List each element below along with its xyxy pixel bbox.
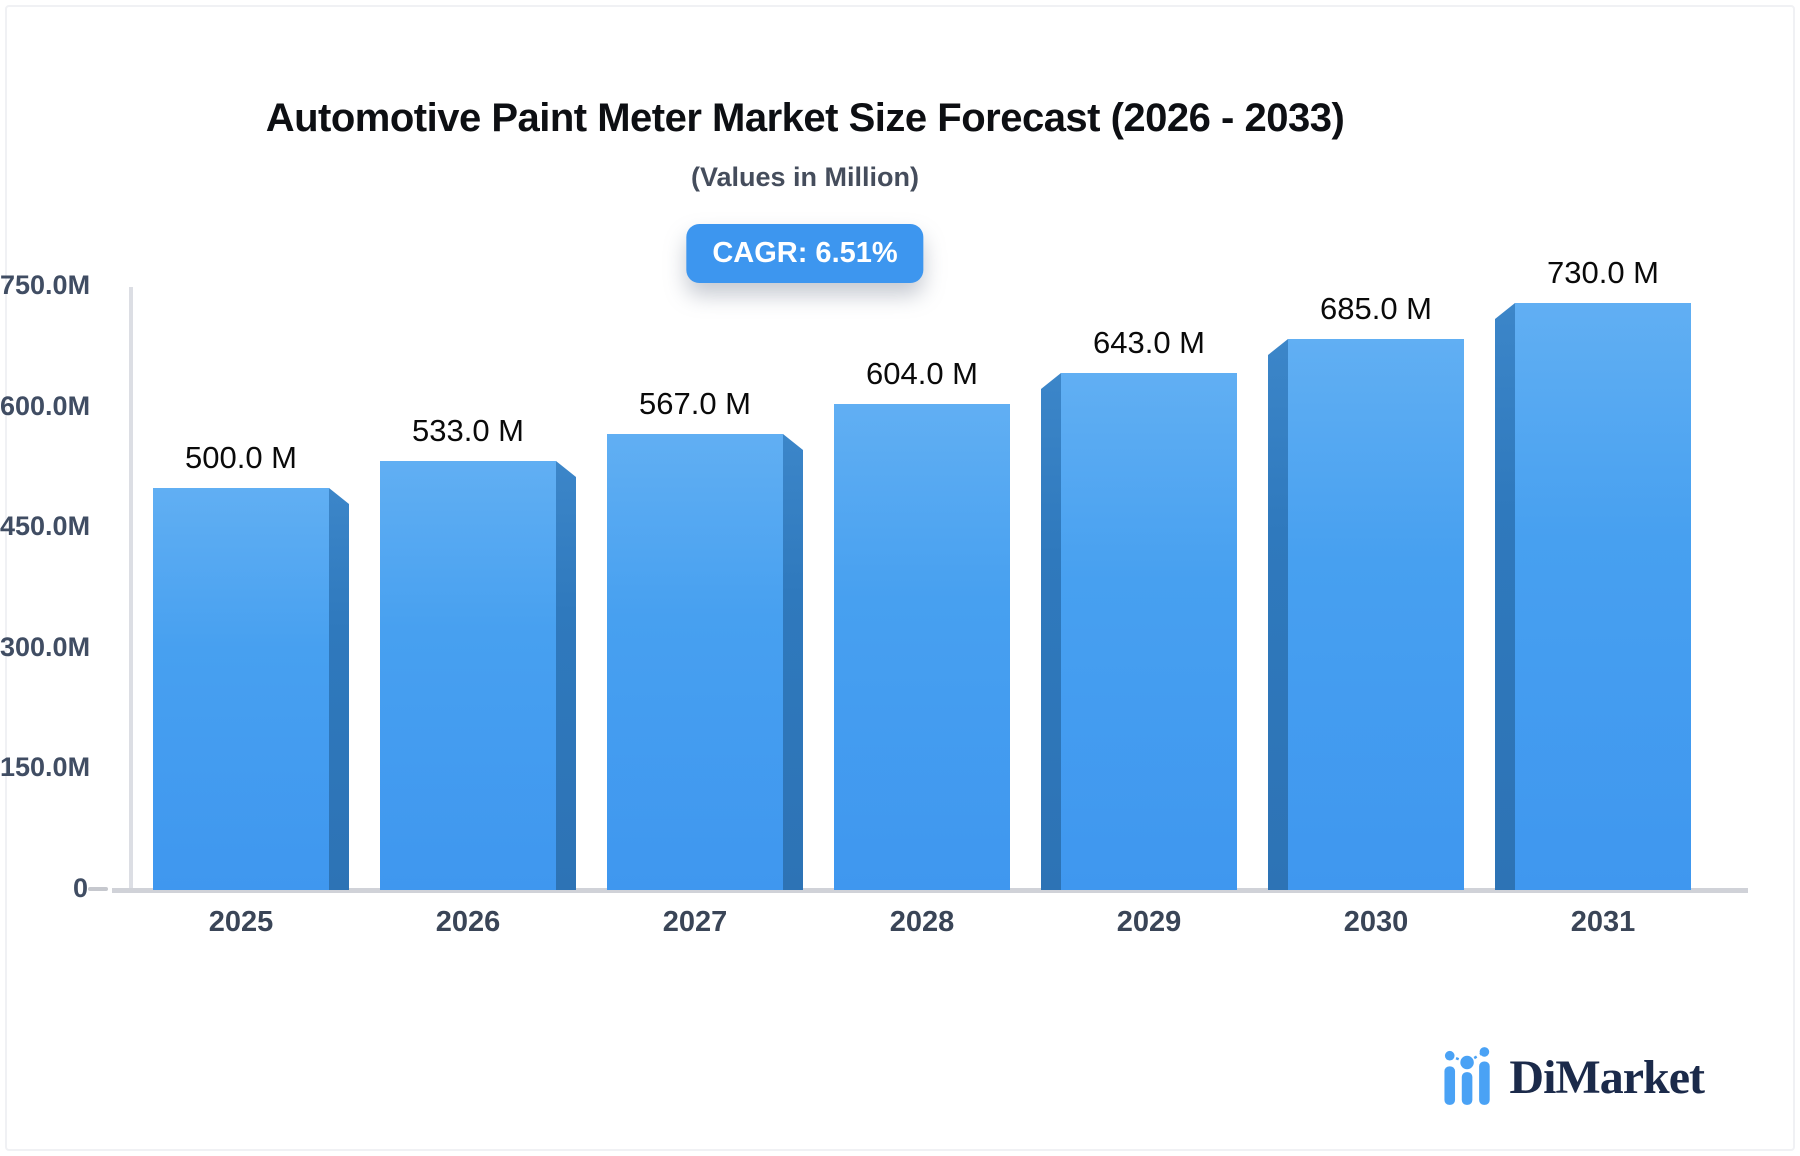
zero-tick-mark [88, 887, 108, 891]
brand-name: DiMarket [1509, 1051, 1705, 1104]
y-axis-line [129, 287, 133, 890]
bar-value-label: 685.0 M [1319, 291, 1432, 326]
bar-value-label: 643.0 M [1092, 325, 1205, 360]
bar-front-face [1061, 373, 1237, 890]
x-tick-label: 2027 [662, 906, 728, 938]
chart-title: Automotive Paint Meter Market Size Forec… [265, 96, 1345, 140]
brand-logo: DiMarket [1443, 1044, 1705, 1106]
x-tick-label: 2026 [435, 906, 501, 938]
bar-front-face [380, 461, 556, 890]
bar-front-face [607, 434, 783, 890]
x-tick-label: 2030 [1343, 906, 1409, 938]
bar-front-face [1515, 303, 1691, 890]
x-tick-label: 2025 [208, 906, 274, 938]
bar-side-face [1268, 339, 1288, 890]
bar-side-face [783, 434, 803, 890]
bar-value-label: 604.0 M [865, 356, 978, 391]
bar-side-face [556, 461, 576, 890]
bar-value-label: 730.0 M [1546, 255, 1659, 290]
x-tick-label: 2029 [1116, 906, 1182, 938]
x-axis-baseline [112, 888, 1748, 893]
bar-front-face [834, 404, 1010, 890]
bar-value-label: 567.0 M [638, 386, 751, 421]
y-tick-label: 600.0M [0, 390, 91, 421]
bar-value-label: 500.0 M [184, 440, 297, 475]
bar-side-face [1041, 373, 1061, 890]
y-tick-label: 750.0M [0, 270, 91, 300]
bar-front-face [1288, 339, 1464, 890]
y-tick-label: 300.0M [0, 631, 91, 662]
y-tick-label: 0 [72, 873, 88, 903]
bar-front-face [153, 488, 329, 890]
bar-side-face [329, 488, 349, 890]
chart-subtitle: (Values in Million) [690, 162, 920, 192]
bar-side-face [1495, 303, 1515, 890]
y-tick-label: 450.0M [0, 511, 91, 542]
bar-value-label: 533.0 M [411, 413, 524, 448]
x-tick-label: 2031 [1570, 906, 1636, 938]
cagr-badge: CAGR: 6.51% [686, 224, 924, 283]
bar-chart-logo-icon [1444, 1047, 1491, 1105]
x-tick-label: 2028 [889, 906, 955, 938]
y-tick-label: 150.0M [0, 752, 91, 783]
